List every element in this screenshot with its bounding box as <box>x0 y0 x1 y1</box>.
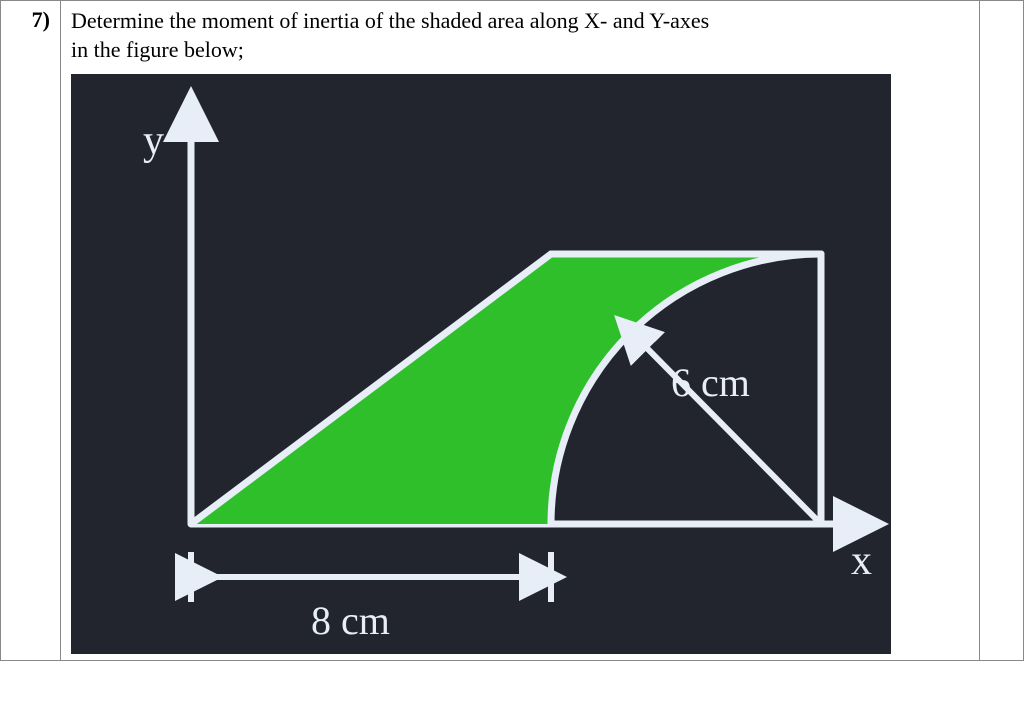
question-text-line2: in the figure below; <box>71 36 969 65</box>
y-axis-label: y <box>143 118 164 164</box>
figure-svg: 6 cm 8 cm y x <box>71 74 891 654</box>
question-number-cell: 7) <box>1 1 61 661</box>
base-dim-label: 8 cm <box>311 598 390 643</box>
question-text-line1: Determine the moment of inertia of the s… <box>71 7 969 36</box>
radius-label: 6 cm <box>671 360 750 405</box>
margin-cell <box>980 1 1024 661</box>
figure-container: 6 cm 8 cm y x <box>71 74 969 654</box>
x-axis-label: x <box>851 538 872 584</box>
question-number: 7) <box>32 7 50 32</box>
question-body-cell: Determine the moment of inertia of the s… <box>61 1 980 661</box>
question-table: 7) Determine the moment of inertia of th… <box>0 0 1024 661</box>
